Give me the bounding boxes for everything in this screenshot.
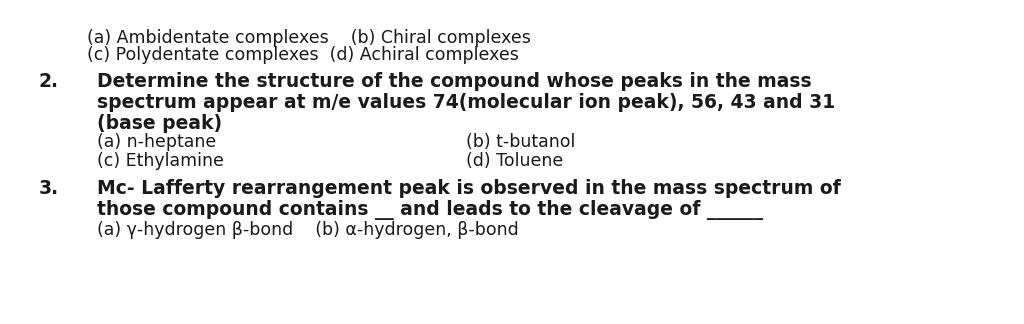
Text: (a) n-heptane: (a) n-heptane <box>97 133 216 151</box>
Text: 3.: 3. <box>39 179 59 198</box>
Text: spectrum appear at m/e values 74(molecular ion peak), 56, 43 and 31: spectrum appear at m/e values 74(molecul… <box>97 93 836 112</box>
Text: (a) Ambidentate complexes    (b) Chiral complexes: (a) Ambidentate complexes (b) Chiral com… <box>87 29 530 47</box>
Text: (a) γ-hydrogen β-bond    (b) α-hydrogen, β-bond: (a) γ-hydrogen β-bond (b) α-hydrogen, β-… <box>97 221 519 239</box>
Text: (base peak): (base peak) <box>97 114 222 133</box>
Text: (d) Toluene: (d) Toluene <box>466 152 563 170</box>
Text: Mc- Lafferty rearrangement peak is observed in the mass spectrum of: Mc- Lafferty rearrangement peak is obser… <box>97 179 841 198</box>
Text: 2.: 2. <box>39 72 59 91</box>
Text: (c) Ethylamine: (c) Ethylamine <box>97 152 224 170</box>
Text: (c) Polydentate complexes  (d) Achiral complexes: (c) Polydentate complexes (d) Achiral co… <box>87 46 519 64</box>
Text: (b) t-butanol: (b) t-butanol <box>466 133 575 151</box>
Text: Determine the structure of the compound whose peaks in the mass: Determine the structure of the compound … <box>97 72 812 91</box>
Text: those compound contains __ and leads to the cleavage of ______: those compound contains __ and leads to … <box>97 200 764 220</box>
